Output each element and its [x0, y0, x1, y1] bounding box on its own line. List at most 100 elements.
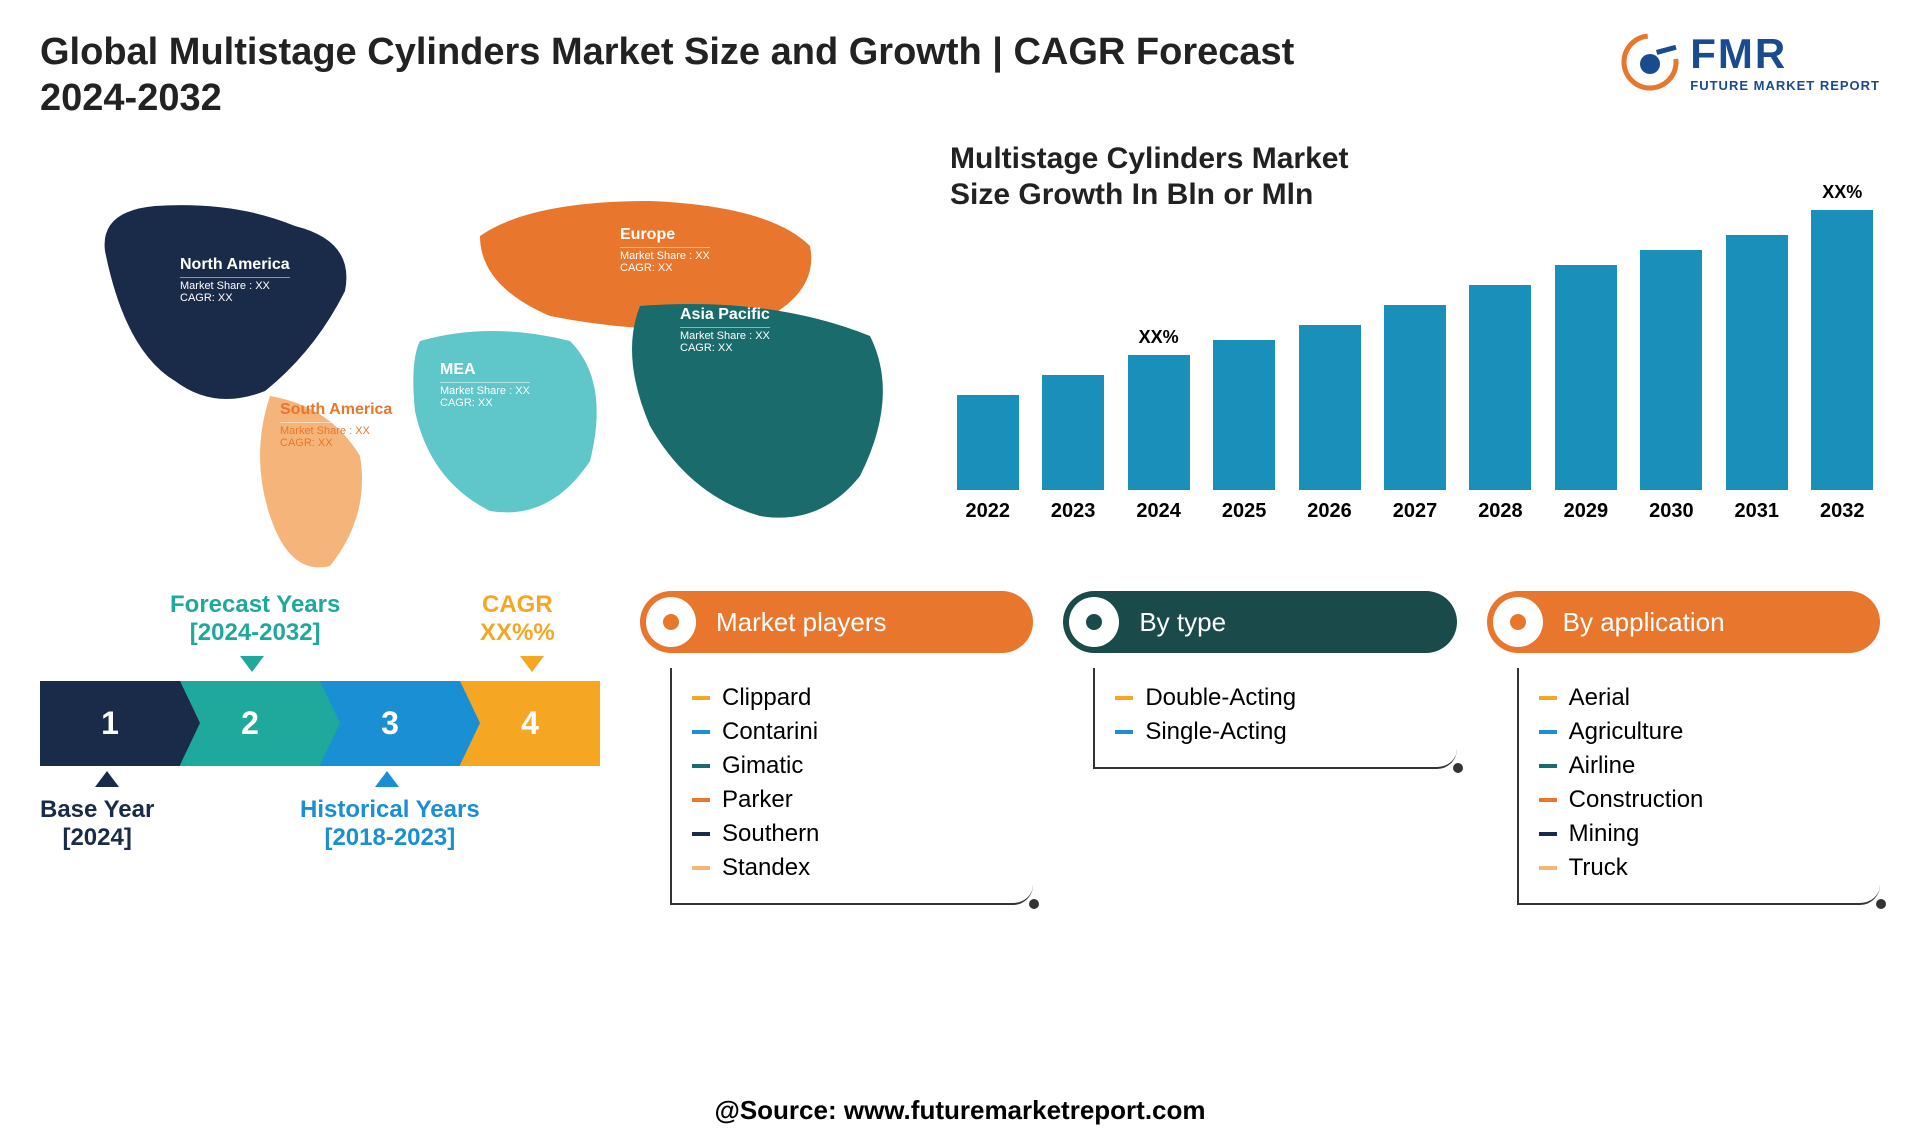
- bar-annotation: XX%: [1822, 182, 1862, 203]
- bar-2030: 2030: [1634, 250, 1709, 523]
- timeline-area: 1234 Forecast Years[2024-2032] CAGRXX%% Ba…: [40, 591, 600, 905]
- list-item: Standex: [692, 854, 1033, 882]
- bar-label: 2022: [965, 500, 1010, 523]
- list-item: Parker: [692, 786, 1033, 814]
- item-label: Mining: [1569, 820, 1640, 848]
- timeline-label-base: Base Year[2024]: [40, 796, 154, 852]
- list-item: Contarini: [692, 718, 1033, 746]
- bar-2031: 2031: [1719, 235, 1794, 523]
- bar-2028: 2028: [1463, 285, 1538, 523]
- bullet-icon: [1539, 866, 1557, 870]
- bullet-icon: [1539, 798, 1557, 802]
- region-label: Asia PacificMarket Share : XXCAGR: XX: [680, 306, 770, 354]
- arrow-down-icon: [520, 656, 544, 672]
- list-item: Double-Acting: [1115, 684, 1456, 712]
- timeline-segment-2: 2: [180, 681, 320, 766]
- category-market-players: Market players ClippardContariniGimaticP…: [640, 591, 1033, 905]
- timeline-label-cagr: CAGRXX%%: [480, 591, 555, 647]
- chart-title: Multistage Cylinders Market Size Growth …: [950, 141, 1370, 213]
- item-label: Standex: [722, 854, 810, 882]
- bar-2032: XX%2032: [1805, 210, 1880, 523]
- timeline-segment-4: 4: [460, 681, 600, 766]
- world-map: North AmericaMarket Share : XXCAGR: XX So…: [40, 141, 920, 541]
- item-label: Parker: [722, 786, 793, 814]
- logo: FMR FUTURE MARKET REPORT: [1620, 30, 1880, 93]
- timeline-segment-1: 1: [40, 681, 180, 766]
- item-label: Aerial: [1569, 684, 1630, 712]
- bullet-icon: [1115, 696, 1133, 700]
- logo-sub: FUTURE MARKET REPORT: [1690, 78, 1880, 93]
- item-label: Agriculture: [1569, 718, 1684, 746]
- category-pill: By type: [1063, 591, 1456, 653]
- bar-2023: 2023: [1035, 375, 1110, 523]
- pill-dot-icon: [1069, 597, 1119, 647]
- arrow-up-icon: [375, 771, 399, 787]
- category-title: By type: [1139, 607, 1226, 638]
- item-label: Contarini: [722, 718, 818, 746]
- arrow-up-icon: [95, 771, 119, 787]
- region-label: North AmericaMarket Share : XXCAGR: XX: [180, 256, 290, 304]
- list-item: Mining: [1539, 820, 1880, 848]
- timeline-segment-3: 3: [320, 681, 460, 766]
- list-item: Agriculture: [1539, 718, 1880, 746]
- bar-label: 2024: [1136, 500, 1181, 523]
- region-label: MEAMarket Share : XXCAGR: XX: [440, 361, 530, 409]
- item-label: Construction: [1569, 786, 1704, 814]
- top-section: North AmericaMarket Share : XXCAGR: XX So…: [40, 141, 1880, 541]
- bar-chart-area: Multistage Cylinders Market Size Growth …: [950, 141, 1880, 541]
- item-label: Single-Acting: [1145, 718, 1286, 746]
- bullet-icon: [1539, 764, 1557, 768]
- map-region-mea: [410, 321, 610, 521]
- category-pill: Market players: [640, 591, 1033, 653]
- timeline-bar: 1234: [40, 681, 600, 766]
- logo-main: FMR: [1690, 30, 1880, 78]
- category-title: Market players: [716, 607, 887, 638]
- bar-label: 2031: [1735, 500, 1780, 523]
- bar-label: 2026: [1307, 500, 1352, 523]
- bullet-icon: [692, 798, 710, 802]
- bar-2025: 2025: [1206, 340, 1281, 523]
- bullet-icon: [692, 696, 710, 700]
- bullet-icon: [1539, 832, 1557, 836]
- bar-annotation: XX%: [1139, 327, 1179, 348]
- pill-dot-icon: [646, 597, 696, 647]
- bar-2022: 2022: [950, 395, 1025, 523]
- timeline-label-forecast: Forecast Years[2024-2032]: [170, 591, 340, 647]
- bullet-icon: [692, 832, 710, 836]
- bar-2029: 2029: [1548, 265, 1623, 523]
- item-label: Double-Acting: [1145, 684, 1296, 712]
- bullet-icon: [1539, 730, 1557, 734]
- bar-label: 2030: [1649, 500, 1694, 523]
- bar-label: 2032: [1820, 500, 1865, 523]
- category-list: Aerial Agriculture Airline Construction Mini…: [1517, 668, 1880, 905]
- arrow-down-icon: [240, 656, 264, 672]
- bar-2027: 2027: [1377, 305, 1452, 523]
- bar-2026: 2026: [1292, 325, 1367, 523]
- category-list: Double-Acting Single-Acting: [1093, 668, 1456, 769]
- bullet-icon: [692, 764, 710, 768]
- bar-chart: 2022 2023 XX% 2024 2025 2026 2027 2028 2029 2030 2…: [950, 243, 1880, 523]
- source-text: @Source: www.futuremarketreport.com: [714, 1095, 1205, 1126]
- timeline-label-historical: Historical Years[2018-2023]: [300, 796, 480, 852]
- bullet-icon: [1115, 730, 1133, 734]
- list-item: Truck: [1539, 854, 1880, 882]
- list-item: Southern: [692, 820, 1033, 848]
- category-by-application: By application AerialAgricultureAirlineC…: [1487, 591, 1880, 905]
- bar-label: 2023: [1051, 500, 1096, 523]
- header: Global Multistage Cylinders Market Size …: [40, 30, 1880, 121]
- category-list: ClippardContariniGimaticParkerSouthernSt…: [670, 668, 1033, 905]
- pill-dot-icon: [1493, 597, 1543, 647]
- bottom-section: 1234 Forecast Years[2024-2032] CAGRXX%% Ba…: [40, 591, 1880, 905]
- bar-label: 2029: [1564, 500, 1609, 523]
- page-title: Global Multistage Cylinders Market Size …: [40, 30, 1340, 121]
- bar-label: 2025: [1222, 500, 1267, 523]
- bar-label: 2027: [1393, 500, 1438, 523]
- map-region-north-america: [95, 201, 355, 411]
- region-label: South AmericaMarket Share : XXCAGR: XX: [280, 401, 392, 449]
- bullet-icon: [692, 730, 710, 734]
- bar-label: 2028: [1478, 500, 1523, 523]
- item-label: Southern: [722, 820, 819, 848]
- categories-row: Market players ClippardContariniGimaticP…: [640, 591, 1880, 905]
- item-label: Clippard: [722, 684, 811, 712]
- list-item: Airline: [1539, 752, 1880, 780]
